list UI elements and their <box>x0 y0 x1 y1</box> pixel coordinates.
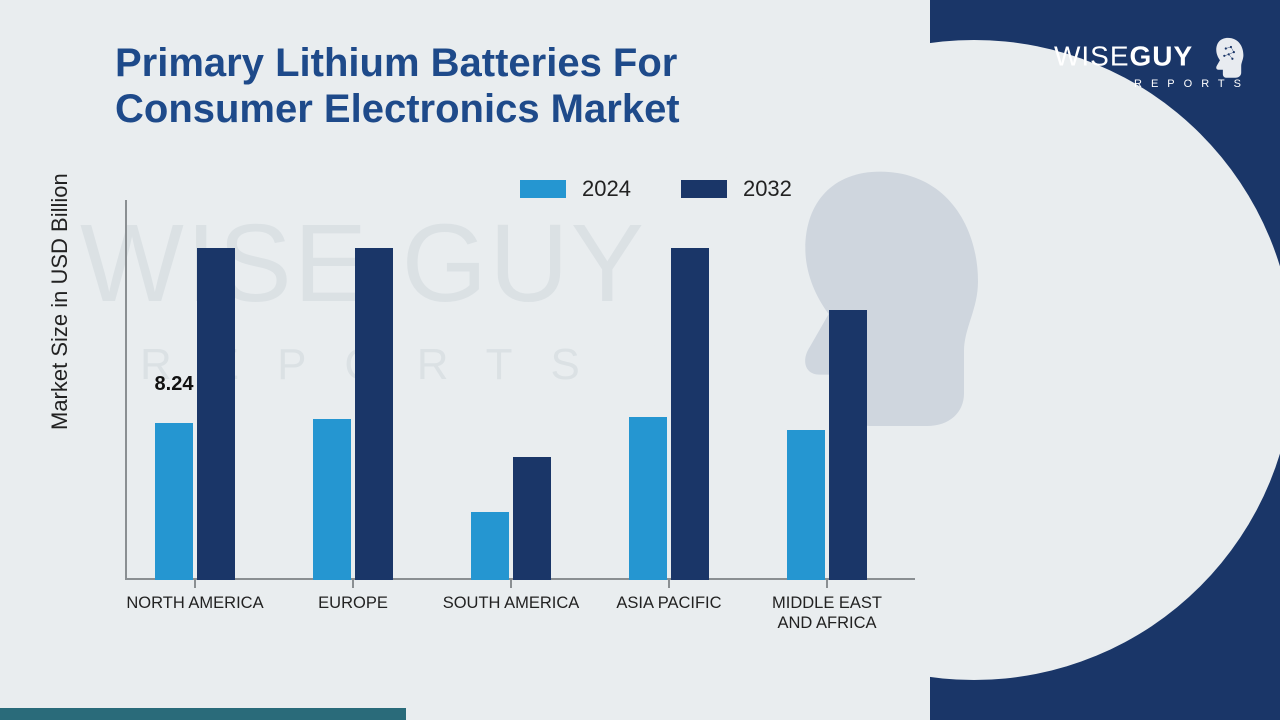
plot-area: 8.24NORTH AMERICAEUROPESOUTH AMERICAASIA… <box>125 200 915 580</box>
chart-area: Market Size in USD Billion 8.24NORTH AME… <box>85 170 925 670</box>
x-tick <box>826 580 828 588</box>
category-label: MIDDLE EAST AND AFRICA <box>757 594 897 634</box>
brand-logo: WISEGUY REPORTS <box>1054 36 1250 90</box>
bar-2024 <box>787 430 825 580</box>
bar-value-label: 8.24 <box>155 373 194 396</box>
page: WISE GUY REPORTS WISEGUY REPORTS Primary… <box>0 0 1280 720</box>
bar-2024 <box>471 512 509 580</box>
bar-2032 <box>829 310 867 580</box>
bar-2032 <box>671 248 709 581</box>
bar-2032 <box>197 248 235 581</box>
bottom-accent-bar <box>0 708 406 720</box>
brand-logo-line1: WISEGUY <box>1054 36 1250 80</box>
bar-2024 <box>629 417 667 580</box>
x-tick <box>194 580 196 588</box>
x-tick <box>510 580 512 588</box>
x-tick <box>352 580 354 588</box>
category-label: NORTH AMERICA <box>125 594 265 614</box>
y-axis <box>125 200 127 580</box>
bar-2032 <box>355 248 393 581</box>
brand-logo-word1: WISE <box>1054 40 1130 71</box>
brand-head-icon <box>1206 36 1250 80</box>
bar-2032 <box>513 457 551 581</box>
category-label: ASIA PACIFIC <box>599 594 739 614</box>
brand-logo-word2: GUY <box>1130 40 1194 71</box>
category-label: SOUTH AMERICA <box>441 594 581 614</box>
x-tick <box>668 580 670 588</box>
bar-2024 <box>155 423 193 580</box>
y-axis-label: Market Size in USD Billion <box>47 173 73 430</box>
bar-2024 <box>313 419 351 581</box>
category-label: EUROPE <box>283 594 423 614</box>
chart-title: Primary Lithium Batteries For Consumer E… <box>115 40 875 132</box>
